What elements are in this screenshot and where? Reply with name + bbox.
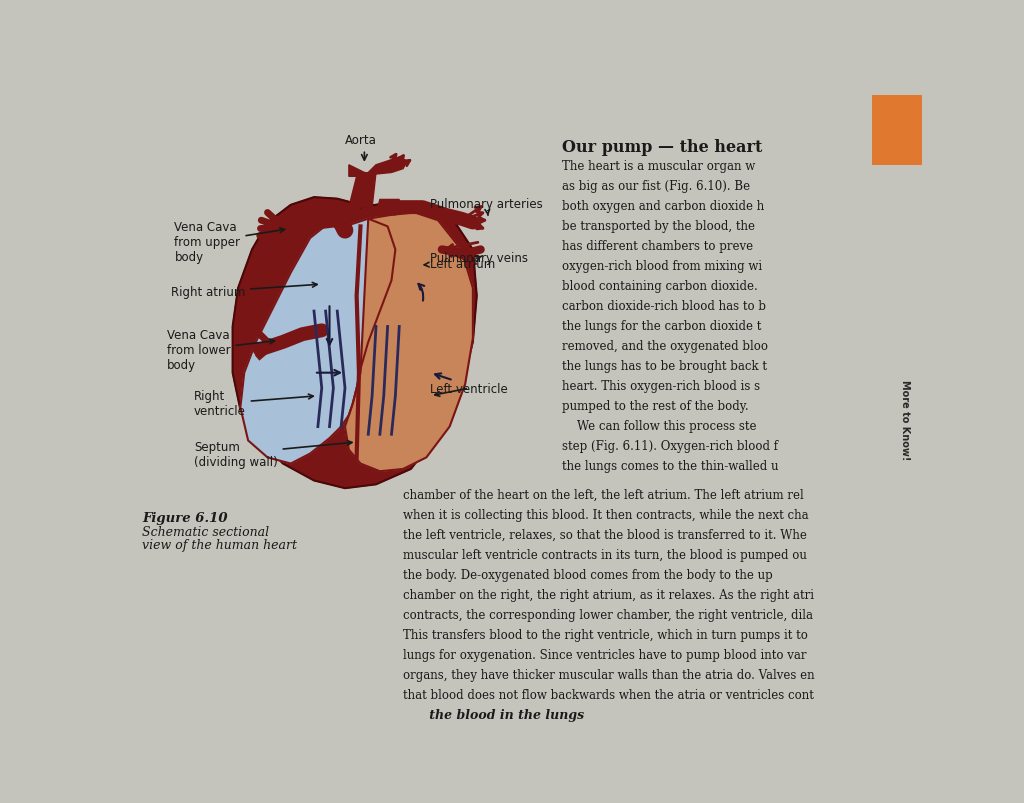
Text: Pulmonary arteries: Pulmonary arteries	[430, 198, 543, 216]
Polygon shape	[349, 173, 376, 208]
Text: muscular left ventricle contracts in its turn, the blood is pumped ou: muscular left ventricle contracts in its…	[403, 548, 807, 561]
Text: view of the human heart: view of the human heart	[142, 539, 297, 552]
Text: lungs for oxygenation. Since ventricles have to pump blood into var: lungs for oxygenation. Since ventricles …	[403, 649, 807, 662]
Text: Right atrium: Right atrium	[171, 283, 317, 299]
Text: Our pump — the heart: Our pump — the heart	[562, 139, 763, 156]
Text: pumped to the rest of the body.: pumped to the rest of the body.	[562, 399, 749, 413]
Text: Schematic sectional: Schematic sectional	[142, 525, 269, 539]
Text: the lungs has to be brought back t: the lungs has to be brought back t	[562, 360, 767, 373]
Text: as big as our fist (Fig. 6.10). Be: as big as our fist (Fig. 6.10). Be	[562, 179, 751, 193]
Text: both oxygen and carbon dioxide h: both oxygen and carbon dioxide h	[562, 199, 764, 213]
Text: heart. This oxygen-rich blood is s: heart. This oxygen-rich blood is s	[562, 379, 760, 393]
Polygon shape	[349, 158, 407, 177]
Text: blood containing carbon dioxide.: blood containing carbon dioxide.	[562, 279, 758, 292]
Text: The heart is a muscular organ w: The heart is a muscular organ w	[562, 160, 756, 173]
Text: the lungs for the carbon dioxide t: the lungs for the carbon dioxide t	[562, 320, 762, 332]
Text: This transfers blood to the right ventricle, which in turn pumps it to: This transfers blood to the right ventri…	[403, 629, 808, 642]
Text: Left ventricle: Left ventricle	[430, 382, 508, 397]
Text: Pulmonary veins: Pulmonary veins	[430, 251, 528, 264]
Text: the body. De-oxygenated blood comes from the body to the up: the body. De-oxygenated blood comes from…	[403, 569, 773, 581]
Text: be transported by the blood, the: be transported by the blood, the	[562, 219, 755, 232]
Polygon shape	[232, 198, 477, 488]
Text: Aorta: Aorta	[344, 133, 377, 146]
Text: organs, they have thicker muscular walls than the atria do. Valves en: organs, they have thicker muscular walls…	[403, 669, 815, 682]
Text: chamber on the right, the right atrium, as it relaxes. As the right atri: chamber on the right, the right atrium, …	[403, 589, 814, 601]
Text: the blood in the lungs: the blood in the lungs	[403, 708, 585, 722]
Text: carbon dioxide-rich blood has to b: carbon dioxide-rich blood has to b	[562, 300, 766, 312]
Text: removed, and the oxygenated bloo: removed, and the oxygenated bloo	[562, 340, 768, 353]
Text: More to Know!: More to Know!	[899, 379, 909, 459]
Text: Figure 6.10: Figure 6.10	[142, 512, 227, 524]
Text: contracts, the corresponding lower chamber, the right ventricle, dila: contracts, the corresponding lower chamb…	[403, 609, 813, 622]
Text: Vena Cava
from upper
body: Vena Cava from upper body	[174, 221, 285, 264]
Bar	[872, 96, 922, 165]
Text: the lungs comes to the thin-walled u: the lungs comes to the thin-walled u	[562, 459, 778, 472]
Text: has different chambers to preve: has different chambers to preve	[562, 239, 753, 252]
Polygon shape	[376, 200, 399, 215]
Text: step (Fig. 6.11). Oxygen-rich blood f: step (Fig. 6.11). Oxygen-rich blood f	[562, 439, 778, 452]
Text: when it is collecting this blood. It then contracts, while the next cha: when it is collecting this blood. It the…	[403, 508, 809, 522]
Text: chamber of the heart on the left, the left atrium. The left atrium rel: chamber of the heart on the left, the le…	[403, 488, 804, 502]
Text: Vena Cava
from lower
body: Vena Cava from lower body	[167, 328, 274, 372]
Text: the left ventricle, relaxes, so that the blood is transferred to it. Whe: the left ventricle, relaxes, so that the…	[403, 528, 807, 541]
Text: that blood does not flow backwards when the atria or ventricles cont: that blood does not flow backwards when …	[403, 688, 814, 702]
Polygon shape	[345, 214, 473, 471]
Text: oxygen-rich blood from mixing wi: oxygen-rich blood from mixing wi	[562, 259, 762, 272]
Text: Right
ventricle: Right ventricle	[194, 390, 313, 418]
Polygon shape	[241, 219, 395, 464]
Text: Left atrium: Left atrium	[424, 258, 496, 271]
Text: We can follow this process ste: We can follow this process ste	[562, 419, 757, 432]
Text: Septum
(dividing wall): Septum (dividing wall)	[194, 440, 352, 468]
